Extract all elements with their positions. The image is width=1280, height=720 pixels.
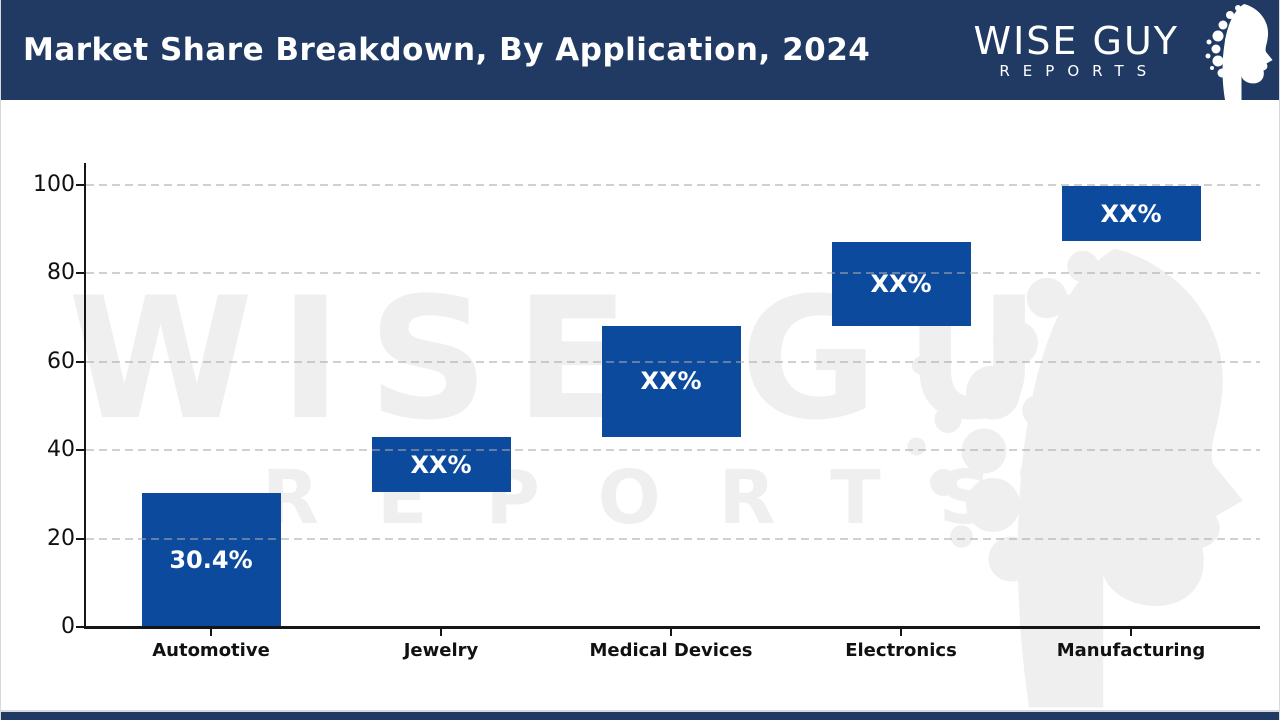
x-tick-3 xyxy=(900,628,902,636)
bar-jewelry: XX% xyxy=(371,436,511,493)
wiseguy-logo: WISE GUY REPORTS xyxy=(974,0,1279,100)
logo-brand-subtitle: REPORTS xyxy=(999,61,1160,80)
x-axis-line xyxy=(84,626,1260,629)
gridline-60 xyxy=(86,360,1260,363)
y-tick-0 xyxy=(76,626,84,628)
header: Market Share Breakdown, By Application, … xyxy=(1,0,1279,100)
y-tick-100 xyxy=(76,184,84,186)
y-axis-label-100: 100 xyxy=(33,172,75,197)
x-axis-label-0: Automotive xyxy=(152,640,270,661)
bar-value-label: XX% xyxy=(1100,199,1162,228)
y-axis-label-0: 0 xyxy=(61,614,75,639)
y-tick-20 xyxy=(76,537,84,540)
bar-electronics: XX% xyxy=(831,242,971,326)
x-axis-label-1: Jewelry xyxy=(403,640,479,661)
page-title: Market Share Breakdown, By Application, … xyxy=(23,32,871,68)
wiseguy-head-icon xyxy=(1205,4,1273,100)
bar-manufacturing: XX% xyxy=(1061,185,1201,242)
x-axis-label-4: Manufacturing xyxy=(1056,640,1206,661)
x-tick-0 xyxy=(210,628,212,636)
y-tick-60 xyxy=(76,360,84,363)
x-axis-label-2: Medical Devices xyxy=(589,640,753,661)
bar-value-label: XX% xyxy=(410,450,472,479)
bar-automotive: 30.4% xyxy=(141,492,281,627)
y-tick-80 xyxy=(76,272,84,275)
gridline-100 xyxy=(86,184,1260,186)
y-axis-label-20: 20 xyxy=(47,525,75,551)
bar-value-label: XX% xyxy=(870,270,932,298)
logo-brand-name: WISE GUY xyxy=(973,18,1179,63)
x-tick-1 xyxy=(440,628,442,636)
y-axis-label-60: 60 xyxy=(47,348,75,374)
y-axis-label-40: 40 xyxy=(47,437,75,463)
x-tick-4 xyxy=(1130,628,1132,636)
footer-divider xyxy=(1,710,1279,712)
footer-bar xyxy=(1,712,1279,720)
y-axis-label-80: 80 xyxy=(47,260,75,286)
gridline-40 xyxy=(86,449,1260,452)
bar-medical-devices: XX% xyxy=(601,325,741,437)
wiseguy-logo-text: WISE GUY REPORTS xyxy=(974,22,1179,79)
bar-value-label: 30.4% xyxy=(169,545,253,574)
x-axis-label-3: Electronics xyxy=(845,640,957,661)
y-axis-line xyxy=(84,163,86,629)
bar-value-label: XX% xyxy=(640,367,702,396)
y-tick-40 xyxy=(76,449,84,452)
x-tick-2 xyxy=(670,628,672,636)
gridline-80 xyxy=(86,272,1260,275)
gridline-20 xyxy=(86,537,1260,540)
